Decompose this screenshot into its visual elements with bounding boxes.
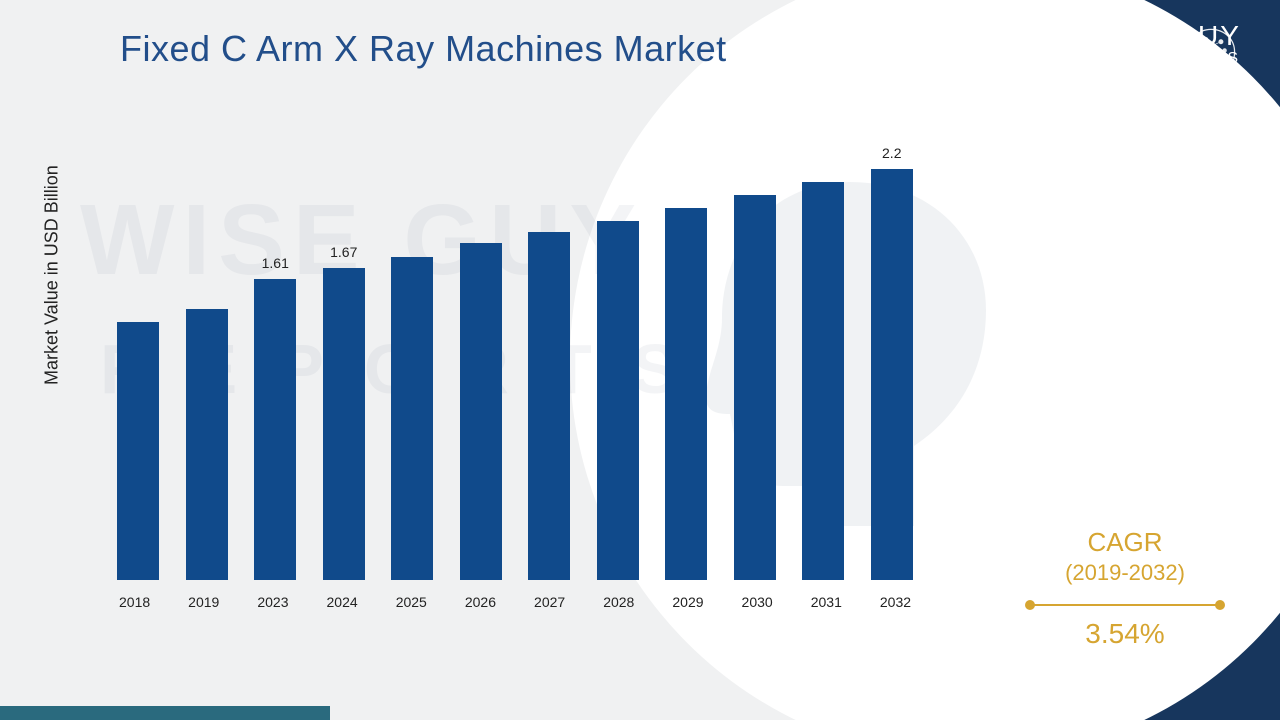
bar-wrap (173, 150, 242, 580)
bottom-accent-bar (0, 706, 330, 720)
bar (734, 195, 776, 580)
bar (802, 182, 844, 580)
bar-wrap (515, 150, 584, 580)
bar (597, 221, 639, 580)
bar-value-label: 1.61 (262, 255, 289, 271)
bar (186, 309, 228, 580)
cagr-label: CAGR (1020, 527, 1230, 558)
x-tick-label: 2030 (723, 594, 792, 610)
y-axis-label: Market Value in USD Billion (42, 165, 63, 385)
bars-container: 1.61 1.67 2.2 (100, 150, 930, 580)
bar-wrap: 2.2 (858, 150, 927, 580)
bar (391, 257, 433, 580)
cagr-divider (1030, 604, 1220, 606)
bar-wrap (789, 150, 858, 580)
x-tick-label: 2023 (238, 594, 307, 610)
bar (528, 232, 570, 580)
x-tick-label: 2019 (169, 594, 238, 610)
x-tick-label: 2029 (653, 594, 722, 610)
bar-value-label: 1.67 (330, 244, 357, 260)
bar-wrap (447, 150, 516, 580)
x-tick-label: 2031 (792, 594, 861, 610)
bar-wrap (104, 150, 173, 580)
cagr-range: (2019-2032) (1020, 560, 1230, 586)
x-tick-label: 2026 (446, 594, 515, 610)
bar (117, 322, 159, 580)
chart-title: Fixed C Arm X Ray Machines Market (120, 28, 727, 70)
bar-value-label: 2.2 (882, 145, 901, 161)
bar (460, 243, 502, 580)
bar (665, 208, 707, 580)
logo-head-icon (1180, 26, 1242, 96)
x-tick-label: 2027 (515, 594, 584, 610)
bar-chart: Market Value in USD Billion 1.611.672.2 … (60, 150, 930, 620)
cagr-block: CAGR (2019-2032) 3.54% (1020, 527, 1230, 650)
bar (871, 169, 913, 580)
bar-wrap (378, 150, 447, 580)
page-root: WISE GUYREPORTS Fixed C Arm X Ray Machin… (0, 0, 1280, 720)
x-tick-label: 2024 (308, 594, 377, 610)
bar (323, 268, 365, 580)
bar-wrap: 1.67 (310, 150, 379, 580)
x-tick-label: 2018 (100, 594, 169, 610)
cagr-value: 3.54% (1020, 618, 1230, 650)
x-tick-label: 2028 (584, 594, 653, 610)
plot-area: 1.61 1.67 2.2 (100, 150, 930, 580)
bar (254, 279, 296, 580)
x-tick-label: 2032 (861, 594, 930, 610)
bar-wrap (584, 150, 653, 580)
brand-logo: WISE GUY REPORTS (1085, 20, 1250, 68)
bar-wrap: 1.61 (241, 150, 310, 580)
x-axis-labels: 2018201920232024202520262027202820292030… (100, 594, 930, 610)
bar-wrap (652, 150, 721, 580)
x-tick-label: 2025 (377, 594, 446, 610)
bar-wrap (721, 150, 790, 580)
